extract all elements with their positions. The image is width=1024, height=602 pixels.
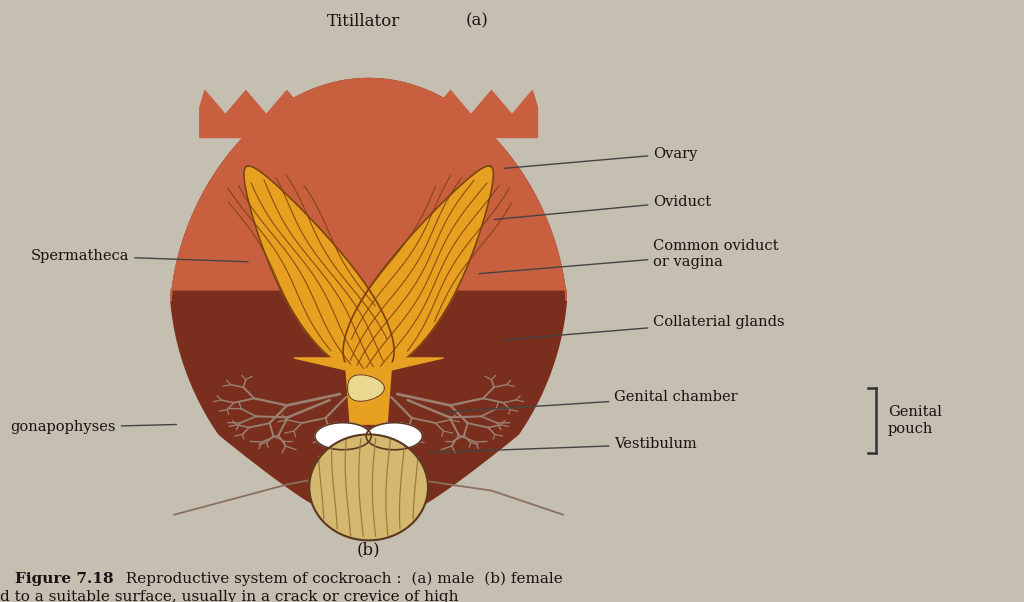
Text: (a): (a) (466, 13, 488, 29)
Text: Ovary: Ovary (505, 146, 697, 169)
Text: d to a suitable surface, usually in a crack or crevice of high: d to a suitable surface, usually in a cr… (0, 590, 459, 602)
Ellipse shape (314, 423, 371, 450)
Polygon shape (171, 78, 566, 524)
Ellipse shape (367, 423, 423, 450)
Text: Genital chamber: Genital chamber (443, 390, 738, 412)
Ellipse shape (309, 435, 428, 541)
Text: Figure 7.18: Figure 7.18 (15, 572, 114, 586)
Text: Vestibulum: Vestibulum (428, 437, 697, 453)
Polygon shape (346, 370, 391, 424)
Text: Reproductive system of cockroach :  (a) male  (b) female: Reproductive system of cockroach : (a) m… (116, 572, 562, 586)
Polygon shape (347, 375, 384, 402)
Text: (b): (b) (356, 542, 381, 559)
Text: Titillator: Titillator (327, 13, 400, 29)
Polygon shape (294, 358, 364, 370)
Text: Oviduct: Oviduct (495, 194, 712, 220)
Text: Spermatheca: Spermatheca (31, 249, 248, 263)
Polygon shape (200, 90, 538, 137)
Text: Genital
pouch: Genital pouch (888, 405, 942, 436)
Polygon shape (244, 166, 394, 376)
Polygon shape (374, 358, 443, 370)
Polygon shape (343, 166, 494, 376)
Text: gonapophyses: gonapophyses (10, 420, 176, 435)
Text: Common oviduct
or vagina: Common oviduct or vagina (479, 239, 779, 274)
Polygon shape (171, 78, 566, 301)
Text: Collaterial glands: Collaterial glands (503, 315, 785, 340)
